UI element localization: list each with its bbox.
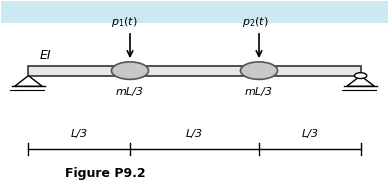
Text: L/3: L/3: [186, 129, 203, 139]
Text: $p_2(t)$: $p_2(t)$: [242, 15, 268, 29]
Text: L/3: L/3: [71, 129, 88, 139]
Text: Figure P9.2: Figure P9.2: [65, 167, 146, 180]
Polygon shape: [347, 76, 374, 86]
Circle shape: [112, 62, 149, 79]
Text: mL/3: mL/3: [245, 87, 273, 97]
Circle shape: [354, 73, 367, 79]
Text: L/3: L/3: [301, 129, 318, 139]
Polygon shape: [15, 76, 42, 86]
Bar: [28, 66, 361, 76]
Text: $p_1(t)$: $p_1(t)$: [111, 15, 137, 29]
Circle shape: [240, 62, 277, 79]
Text: EI: EI: [40, 49, 52, 62]
Bar: [2, 1, 387, 23]
Text: mL/3: mL/3: [116, 87, 144, 97]
